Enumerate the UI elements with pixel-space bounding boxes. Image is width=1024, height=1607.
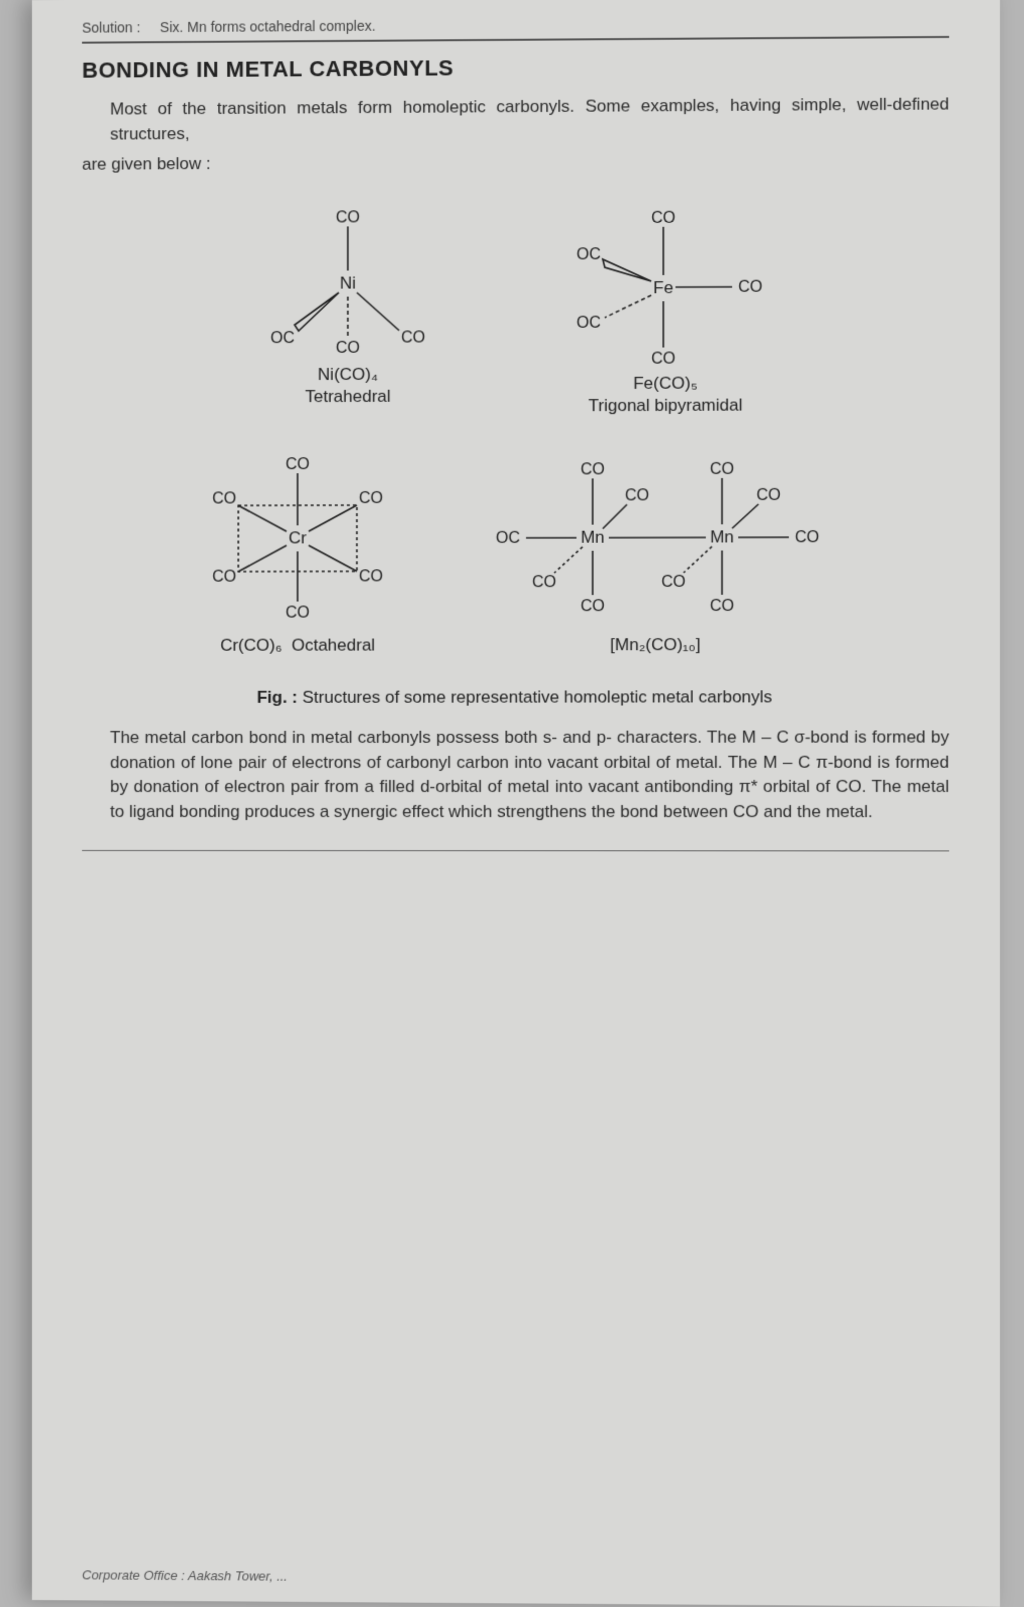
footer-text: Corporate Office : Aakash Tower, ... <box>82 1567 287 1583</box>
solution-text: Six. Mn forms octahedral complex. <box>160 18 376 35</box>
fe-formula: Fe(CO)₅ <box>633 373 697 393</box>
svg-text:CO: CO <box>286 456 310 473</box>
ni-svg: Ni CO OC CO CO <box>252 202 443 363</box>
svg-text:CO: CO <box>359 568 383 585</box>
svg-text:CO: CO <box>625 487 649 504</box>
svg-text:CO: CO <box>738 279 762 296</box>
svg-text:OC: OC <box>496 530 520 547</box>
intro-line1: Most of the transition metals form homol… <box>110 92 949 146</box>
svg-text:CO: CO <box>212 569 236 586</box>
svg-text:Mn: Mn <box>581 528 605 547</box>
svg-text:CO: CO <box>286 604 310 621</box>
svg-text:CO: CO <box>710 461 734 478</box>
svg-text:CO: CO <box>532 574 556 591</box>
svg-text:Ni: Ni <box>340 273 356 292</box>
svg-text:CO: CO <box>581 461 605 478</box>
svg-text:OC: OC <box>576 246 600 263</box>
cr-formula: Cr(CO)₆ Octahedral <box>220 635 375 655</box>
page: Solution : Six. Mn forms octahedral comp… <box>32 0 1000 1607</box>
figures-block: Ni CO OC CO CO Ni(CO)₄ Tetrahedral <box>82 199 949 708</box>
figure-mn: Mn Mn OC CO CO CO <box>474 441 838 655</box>
fe-svg: Fe CO CO CO OC OC <box>554 200 776 372</box>
fe-geom: Trigonal bipyramidal <box>588 395 742 416</box>
figure-caption: Fig. : Structures of some representative… <box>257 687 772 708</box>
figure-ni: Ni CO OC CO CO Ni(CO)₄ Tetrahedral <box>252 202 443 417</box>
svg-text:CO: CO <box>661 574 685 591</box>
svg-text:CO: CO <box>651 350 675 367</box>
svg-text:CO: CO <box>756 487 780 504</box>
ni-formula: Ni(CO)₄ <box>318 365 378 385</box>
section-heading: BONDING IN METAL CARBONYLS <box>82 52 949 84</box>
svg-text:CO: CO <box>336 340 360 357</box>
svg-text:CO: CO <box>401 329 425 346</box>
svg-text:Cr: Cr <box>289 528 307 547</box>
mn-formula: [Mn₂(CO)₁₀] <box>610 635 700 655</box>
svg-text:CO: CO <box>795 529 819 546</box>
figure-row-2: Cr CO CO CO CO CO <box>82 441 949 656</box>
ni-geom: Tetrahedral <box>305 387 391 407</box>
body-paragraph: The metal carbon bond in metal carbonyls… <box>110 725 949 824</box>
solution-line: Solution : Six. Mn forms octahedral comp… <box>82 14 949 36</box>
divider-top <box>82 36 949 44</box>
svg-text:OC: OC <box>576 315 600 332</box>
svg-text:CO: CO <box>336 209 360 226</box>
svg-text:Fe: Fe <box>653 278 673 297</box>
cr-svg: Cr CO CO CO CO CO <box>192 443 403 634</box>
mn-svg: Mn Mn OC CO CO CO <box>474 441 838 633</box>
svg-text:CO: CO <box>359 490 383 507</box>
solution-label: Solution : <box>82 19 140 35</box>
svg-text:CO: CO <box>581 598 605 615</box>
svg-text:CO: CO <box>710 598 734 615</box>
figure-cr: Cr CO CO CO CO CO <box>192 443 403 656</box>
figure-fe: Fe CO CO CO OC OC Fe(CO <box>554 200 776 416</box>
divider-bottom <box>82 851 949 852</box>
figure-row-1: Ni CO OC CO CO Ni(CO)₄ Tetrahedral <box>82 199 949 418</box>
svg-text:OC: OC <box>270 330 294 347</box>
svg-text:Mn: Mn <box>710 527 734 546</box>
svg-text:CO: CO <box>651 210 675 227</box>
intro-line2: are given below : <box>82 148 949 178</box>
svg-text:CO: CO <box>212 490 236 507</box>
